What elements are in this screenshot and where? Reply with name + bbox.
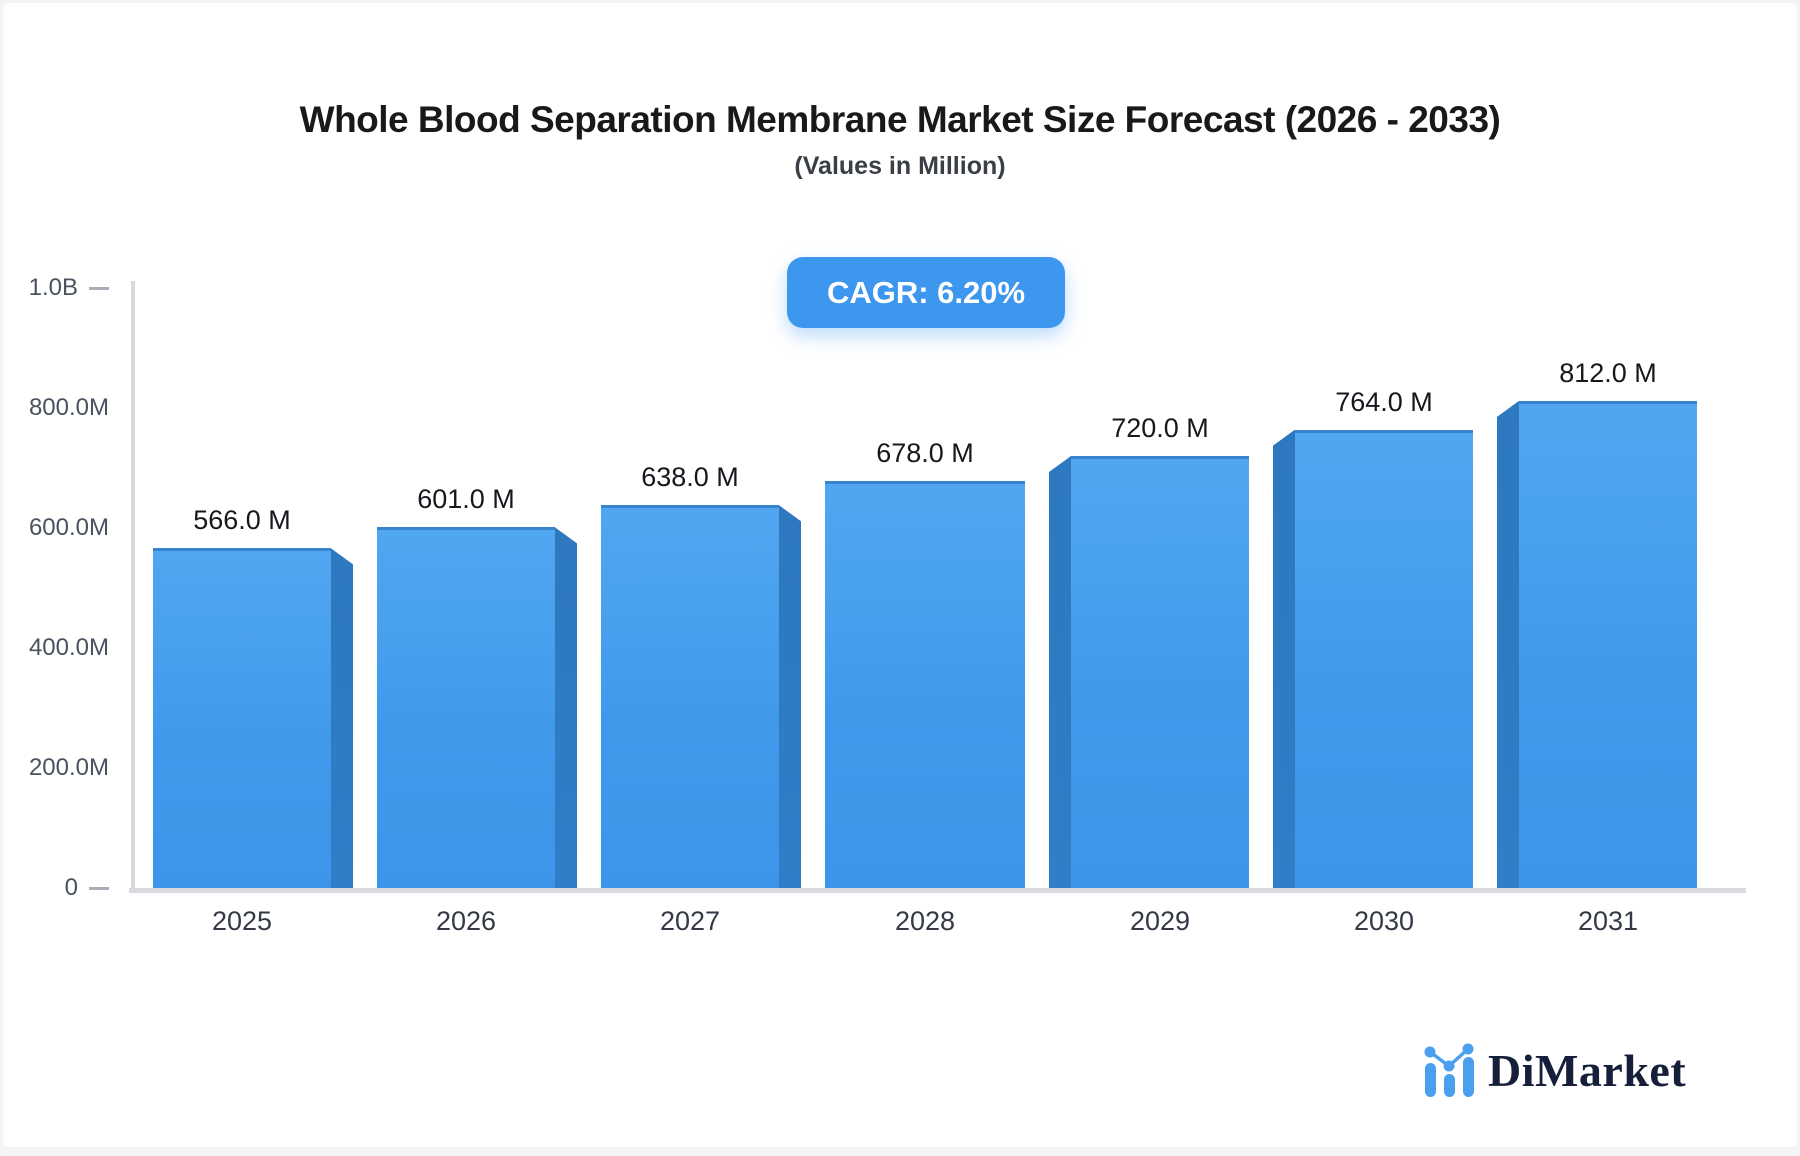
bar-value-label-2025: 566.0 M: [193, 505, 291, 536]
bar-2025[interactable]: [153, 548, 331, 888]
chart-card: Whole Blood Separation Membrane Market S…: [3, 3, 1797, 1147]
y-axis-tick-label: 400.0M: [28, 634, 109, 661]
x-axis-label-2029: 2029: [1129, 906, 1191, 936]
x-axis-label-2028: 2028: [894, 906, 956, 936]
bar-group-2029: 720.0 M: [1049, 288, 1249, 888]
y-axis-tick-label: 200.0M: [28, 754, 109, 781]
y-axis-tick-200.0M: 200.0M: [3, 753, 109, 783]
bar-group-2031: 812.0 M: [1497, 288, 1697, 888]
y-axis-line: [131, 281, 135, 891]
bar-group-2025: 566.0 M: [153, 288, 353, 888]
y-axis-tick-600.0M: 600.0M: [3, 513, 109, 543]
y-axis-tick-mark: [89, 286, 109, 290]
bar-value-label-2026: 601.0 M: [417, 484, 515, 515]
chart-subtitle: (Values in Million): [794, 152, 1006, 180]
bar-3d-side-2027: [779, 505, 801, 888]
bar-value-label-2027: 638.0 M: [641, 462, 739, 493]
y-axis-tick-0: 0: [3, 873, 109, 903]
bar-3d-side-2031: [1497, 400, 1519, 888]
brand-logo: DiMarket: [1423, 1043, 1686, 1097]
brand-logo-text: DiMarket: [1488, 1044, 1687, 1096]
x-axis-label-2031: 2031: [1577, 906, 1639, 936]
bar-value-label-2028: 678.0 M: [876, 438, 974, 469]
bar-value-label-2030: 764.0 M: [1335, 386, 1433, 417]
y-axis-tick-label: 800.0M: [28, 394, 109, 421]
bar-3d-side-2029: [1049, 456, 1071, 888]
bar-group-2027: 638.0 M: [601, 288, 801, 888]
bar-group-2030: 764.0 M: [1273, 288, 1473, 888]
x-axis-label-2025: 2025: [211, 906, 273, 936]
y-axis-tick-400.0M: 400.0M: [3, 633, 109, 663]
bar-value-label-2029: 720.0 M: [1111, 413, 1209, 443]
y-axis-tick-label: 1.0B: [28, 274, 78, 301]
x-axis-label-2026: 2026: [435, 906, 497, 936]
y-axis-tick-800.0M: 800.0M: [3, 393, 109, 423]
bar-value-label-2031: 812.0 M: [1559, 357, 1657, 388]
y-axis-tick-mark: [89, 886, 109, 890]
y-axis-tick-label: 0: [64, 874, 78, 901]
cagr-badge-label: CAGR: 6.20%: [826, 274, 1026, 310]
bar-chart-logo-icon: [1424, 1043, 1474, 1097]
bar-3d-side-2030: [1273, 429, 1295, 888]
bar-2026[interactable]: [377, 527, 555, 888]
bar-group-2028: 678.0 M: [825, 288, 1025, 888]
bar-2029[interactable]: [1071, 456, 1249, 888]
bar-3d-side-2025: [331, 548, 353, 888]
bar-2030[interactable]: [1295, 429, 1473, 888]
bar-2031[interactable]: [1519, 400, 1697, 888]
x-axis-line: [129, 888, 1746, 893]
y-axis-tick-label: 600.0M: [28, 514, 109, 541]
bar-2027[interactable]: [601, 505, 779, 888]
chart-title: Whole Blood Separation Membrane Market S…: [299, 99, 1501, 140]
bar-3d-side-2026: [555, 527, 577, 888]
bar-2028[interactable]: [825, 481, 1025, 888]
x-axis-label-2027: 2027: [659, 906, 721, 936]
bar-group-2026: 601.0 M: [377, 288, 577, 888]
plot-area: 2025 566.0 M 2026 601.0 M 2027 638.0 M 2028 678…: [133, 288, 1746, 936]
y-axis-tick-1.0B: 1.0B: [3, 273, 109, 303]
x-axis-label-2030: 2030: [1353, 906, 1415, 936]
cagr-badge: CAGR: 6.20%: [787, 257, 1065, 328]
